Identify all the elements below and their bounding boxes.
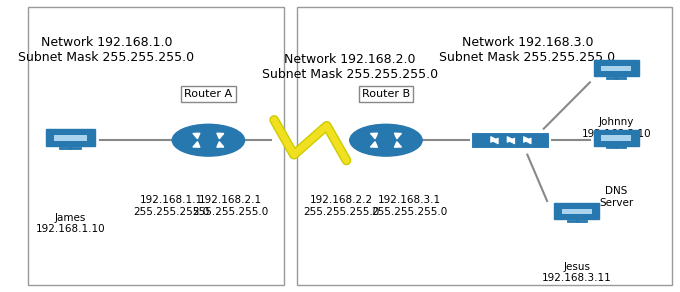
Text: Network 192.168.1.0
Subnet Mask 255.255.255.0: Network 192.168.1.0 Subnet Mask 255.255.… bbox=[18, 36, 194, 64]
Text: 192.168.3.1
255.255.255.0: 192.168.3.1 255.255.255.0 bbox=[371, 195, 447, 217]
Circle shape bbox=[172, 124, 245, 156]
Text: Router A: Router A bbox=[184, 89, 233, 99]
Text: 192.168.1.1
255.255.255.0: 192.168.1.1 255.255.255.0 bbox=[133, 195, 209, 217]
FancyBboxPatch shape bbox=[471, 131, 550, 149]
FancyBboxPatch shape bbox=[601, 66, 631, 71]
Circle shape bbox=[350, 124, 422, 156]
Text: 192.168.2.2
255.255.255.0: 192.168.2.2 255.255.255.0 bbox=[303, 195, 379, 217]
Text: Jesus
192.168.3.11: Jesus 192.168.3.11 bbox=[542, 262, 611, 283]
FancyBboxPatch shape bbox=[54, 135, 87, 141]
Text: Johnny
192.168.3.10: Johnny 192.168.3.10 bbox=[581, 117, 651, 139]
Text: 192.168.2.1
255.255.255.0: 192.168.2.1 255.255.255.0 bbox=[192, 195, 268, 217]
FancyBboxPatch shape bbox=[554, 204, 599, 219]
FancyBboxPatch shape bbox=[601, 135, 631, 141]
FancyBboxPatch shape bbox=[594, 60, 639, 76]
Text: Network 192.168.3.0
Subnet Mask 255.255.255.0: Network 192.168.3.0 Subnet Mask 255.255.… bbox=[439, 36, 615, 64]
FancyBboxPatch shape bbox=[594, 130, 639, 146]
FancyBboxPatch shape bbox=[297, 7, 672, 285]
FancyBboxPatch shape bbox=[27, 7, 284, 285]
FancyBboxPatch shape bbox=[46, 129, 95, 146]
Text: James
192.168.1.10: James 192.168.1.10 bbox=[35, 213, 105, 234]
Text: Network 192.168.2.0
Subnet Mask 255.255.255.0: Network 192.168.2.0 Subnet Mask 255.255.… bbox=[262, 53, 438, 81]
FancyBboxPatch shape bbox=[562, 209, 592, 214]
Text: Router B: Router B bbox=[362, 89, 410, 99]
Text: DNS
Server: DNS Server bbox=[599, 187, 633, 208]
